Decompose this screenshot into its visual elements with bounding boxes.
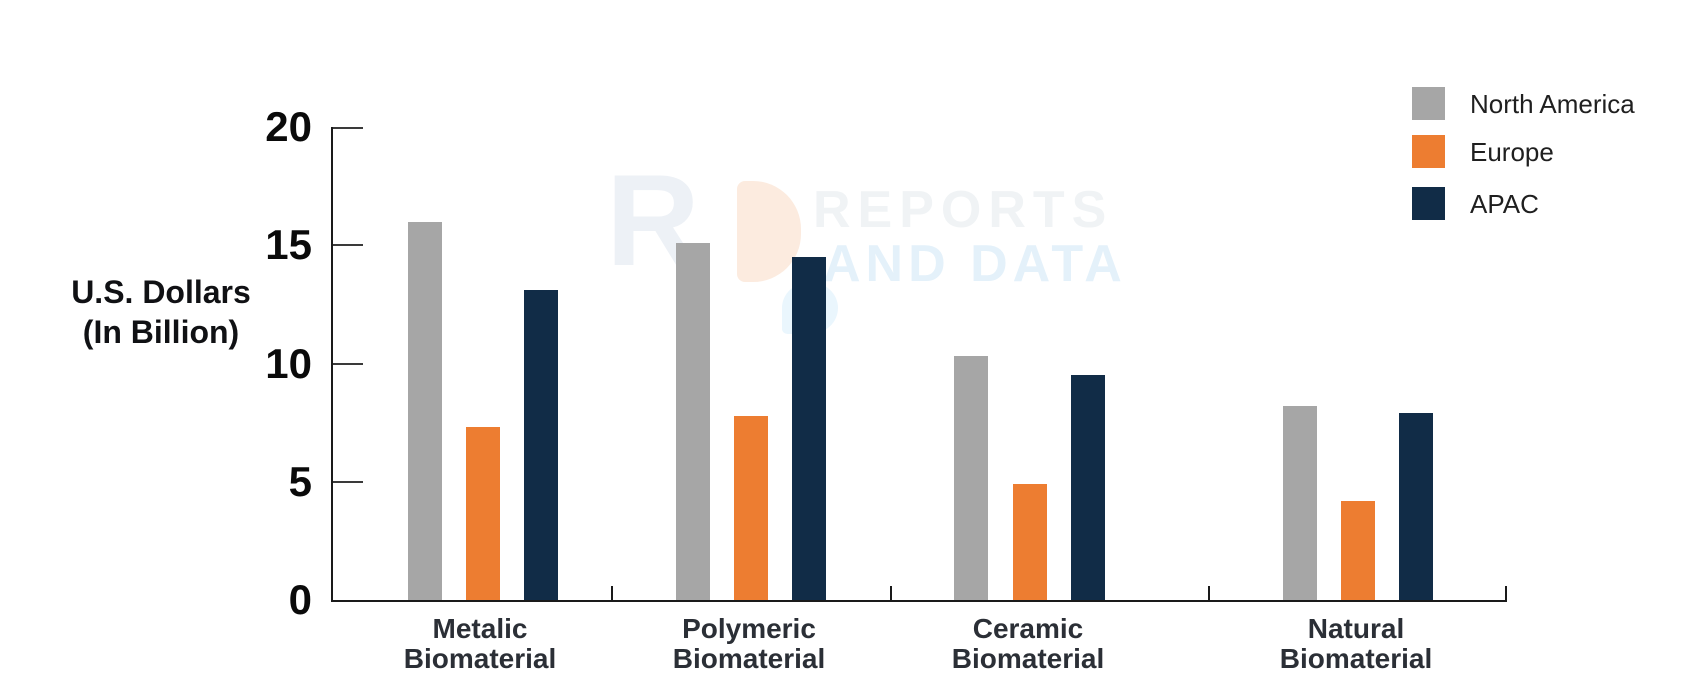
category-label-line: Biomaterial	[672, 643, 826, 674]
y-tick-label-10: 10	[265, 339, 312, 387]
y-tick-label-15: 15	[265, 221, 312, 269]
bar-north-america-metalic-biomaterial	[408, 222, 442, 600]
y-tick-20	[333, 127, 363, 129]
category-label-line: Metalic	[432, 613, 528, 644]
bar-europe-ceramic-biomaterial	[1013, 484, 1047, 600]
bar-apac-polymeric-biomaterial	[792, 257, 826, 600]
x-tick-end	[1505, 586, 1507, 600]
bar-europe-natural-biomaterial	[1341, 501, 1375, 600]
bar-north-america-natural-biomaterial	[1283, 406, 1317, 600]
category-label-line: Ceramic	[972, 613, 1084, 644]
bar-europe-metalic-biomaterial	[466, 427, 500, 600]
bar-north-america-ceramic-biomaterial	[954, 356, 988, 600]
category-label-natural-biomaterial: Natural Biomaterial	[1196, 614, 1516, 674]
x-tick-3	[1208, 586, 1210, 600]
category-label-line: Biomaterial	[403, 643, 557, 674]
bar-europe-polymeric-biomaterial	[734, 416, 768, 600]
legend-swatch-apac	[1412, 187, 1445, 220]
bar-north-america-polymeric-biomaterial	[676, 243, 710, 600]
category-label-line: Natural	[1307, 613, 1405, 644]
plot-area	[331, 127, 1507, 602]
x-tick-2	[890, 586, 892, 600]
category-label-line: Polymeric	[682, 613, 816, 644]
y-tick-15	[333, 244, 363, 247]
category-label-metalic-biomaterial: Metalic Biomaterial	[320, 614, 640, 674]
bar-apac-metalic-biomaterial	[524, 290, 558, 600]
y-axis-title-line2: (In Billion)	[82, 314, 240, 350]
category-label-polymeric-biomaterial: Polymeric Biomaterial	[589, 614, 909, 674]
y-tick-5	[333, 480, 363, 483]
watermark-text-reports: REPORTS	[813, 181, 1114, 239]
legend-swatch-europe	[1412, 135, 1445, 168]
y-tick-label-0: 0	[288, 576, 312, 623]
y-tick-10	[333, 362, 363, 365]
legend-label-apac: APAC	[1470, 189, 1539, 219]
category-label-line: Biomaterial	[1279, 643, 1433, 674]
y-axis-title-line1: U.S. Dollars	[71, 274, 251, 310]
x-tick-1	[611, 586, 613, 600]
legend-swatch-north-america	[1412, 87, 1445, 120]
bar-apac-natural-biomaterial	[1399, 413, 1433, 600]
y-tick-label-5: 5	[288, 457, 312, 505]
bar-apac-ceramic-biomaterial	[1071, 375, 1105, 600]
legend-label-north-america: North America	[1470, 89, 1635, 119]
legend-label-europe: Europe	[1470, 137, 1554, 167]
y-tick-label-20: 20	[265, 103, 312, 150]
watermark-text-and-data: AND DATA	[823, 235, 1127, 293]
y-axis-title: U.S. Dollars (In Billion)	[41, 272, 281, 352]
category-label-line: Biomaterial	[951, 643, 1105, 674]
category-label-ceramic-biomaterial: Ceramic Biomaterial	[868, 614, 1188, 674]
